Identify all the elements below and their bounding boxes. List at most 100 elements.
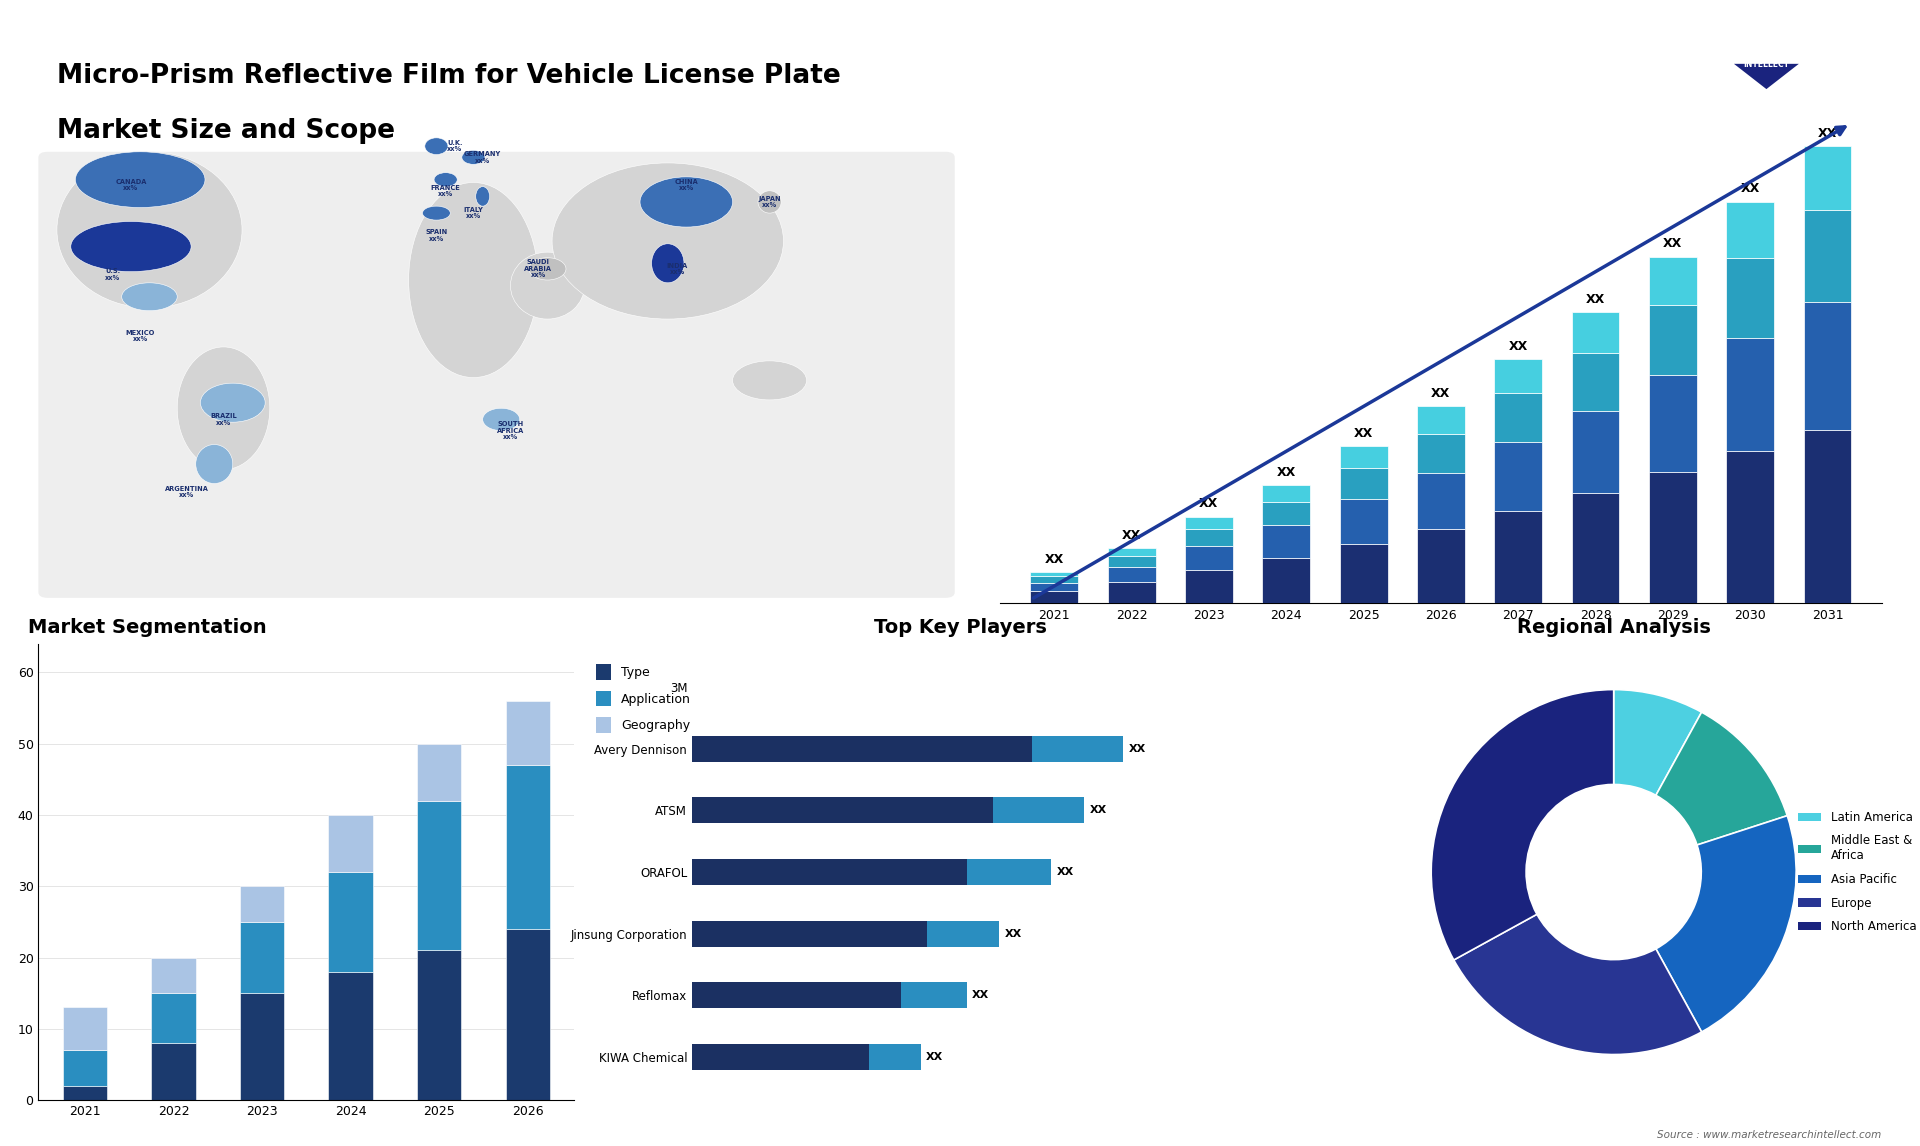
Legend: Type, Application, Geography: Type, Application, Geography bbox=[591, 659, 697, 738]
Bar bbox=[1261, 502, 1309, 525]
Text: MEXICO
xx%: MEXICO xx% bbox=[125, 330, 156, 342]
Bar bbox=[868, 1044, 922, 1070]
Bar bbox=[1726, 202, 1774, 258]
Bar bbox=[1494, 393, 1542, 442]
Bar bbox=[1108, 556, 1156, 567]
Bar bbox=[1031, 591, 1079, 604]
Bar bbox=[691, 798, 993, 823]
Text: ITALY
xx%: ITALY xx% bbox=[463, 207, 484, 219]
Ellipse shape bbox=[177, 347, 271, 470]
Ellipse shape bbox=[196, 445, 232, 484]
Text: Micro-Prism Reflective Film for Vehicle License Plate: Micro-Prism Reflective Film for Vehicle … bbox=[58, 63, 841, 88]
Bar bbox=[1185, 517, 1233, 528]
Text: XX: XX bbox=[1129, 744, 1146, 754]
Ellipse shape bbox=[434, 173, 457, 187]
Text: Source : www.marketresearchintellect.com: Source : www.marketresearchintellect.com bbox=[1657, 1130, 1882, 1140]
Ellipse shape bbox=[476, 187, 490, 206]
Bar bbox=[691, 1044, 868, 1070]
Text: XX: XX bbox=[1056, 868, 1073, 877]
Text: Market Segmentation: Market Segmentation bbox=[27, 618, 267, 637]
Ellipse shape bbox=[651, 244, 684, 283]
Bar bbox=[240, 923, 284, 994]
Text: ARGENTINA
xx%: ARGENTINA xx% bbox=[165, 486, 209, 499]
Ellipse shape bbox=[75, 151, 205, 207]
Ellipse shape bbox=[424, 138, 447, 155]
Bar bbox=[1417, 434, 1465, 473]
Bar bbox=[1649, 257, 1697, 305]
Bar bbox=[152, 958, 196, 994]
Wedge shape bbox=[1655, 712, 1788, 845]
Text: XX: XX bbox=[1004, 928, 1021, 939]
Bar bbox=[1261, 485, 1309, 502]
Bar bbox=[1108, 548, 1156, 556]
Bar bbox=[1185, 528, 1233, 547]
Bar bbox=[1108, 567, 1156, 582]
Ellipse shape bbox=[71, 221, 192, 272]
Text: XX: XX bbox=[972, 990, 989, 1000]
Text: RESEARCH: RESEARCH bbox=[1743, 45, 1789, 54]
Wedge shape bbox=[1430, 690, 1613, 960]
Text: JAPAN
xx%: JAPAN xx% bbox=[758, 196, 781, 209]
Bar bbox=[505, 929, 549, 1100]
Bar bbox=[1031, 572, 1079, 576]
Bar bbox=[505, 766, 549, 929]
Bar bbox=[927, 920, 998, 947]
Ellipse shape bbox=[553, 163, 783, 319]
Bar bbox=[1494, 511, 1542, 604]
Bar bbox=[1649, 472, 1697, 604]
Bar bbox=[505, 701, 549, 766]
Title: Top Key Players: Top Key Players bbox=[874, 618, 1046, 637]
Bar bbox=[1031, 736, 1123, 762]
Bar bbox=[152, 1043, 196, 1100]
Polygon shape bbox=[1734, 64, 1799, 89]
Bar bbox=[1417, 473, 1465, 528]
Text: FRANCE
xx%: FRANCE xx% bbox=[430, 185, 461, 197]
Bar bbox=[1494, 442, 1542, 511]
Ellipse shape bbox=[422, 206, 451, 220]
Text: INDIA
xx%: INDIA xx% bbox=[666, 262, 687, 275]
Bar bbox=[328, 972, 372, 1100]
Bar bbox=[328, 872, 372, 972]
Text: XX: XX bbox=[1663, 237, 1682, 250]
Bar bbox=[63, 1007, 108, 1050]
Ellipse shape bbox=[511, 252, 584, 319]
Text: XX: XX bbox=[1089, 806, 1106, 816]
Bar bbox=[691, 982, 900, 1008]
Ellipse shape bbox=[733, 361, 806, 400]
Bar bbox=[417, 801, 461, 950]
Bar bbox=[1803, 301, 1851, 430]
Ellipse shape bbox=[639, 176, 733, 227]
Bar bbox=[1108, 582, 1156, 604]
Text: U.K.
xx%: U.K. xx% bbox=[447, 140, 463, 152]
Bar bbox=[966, 860, 1052, 885]
Bar bbox=[1340, 543, 1388, 604]
Text: XX: XX bbox=[1586, 292, 1605, 306]
Wedge shape bbox=[1613, 690, 1701, 795]
Bar bbox=[1649, 375, 1697, 472]
Bar bbox=[417, 950, 461, 1100]
Text: XX: XX bbox=[1121, 529, 1140, 542]
Bar bbox=[328, 815, 372, 872]
Bar bbox=[691, 920, 927, 947]
Text: CHINA
xx%: CHINA xx% bbox=[674, 179, 699, 191]
Bar bbox=[1803, 147, 1851, 211]
Bar bbox=[1031, 582, 1079, 591]
Bar bbox=[417, 744, 461, 801]
Bar bbox=[152, 994, 196, 1043]
Bar bbox=[1726, 258, 1774, 338]
Bar bbox=[1417, 407, 1465, 434]
Text: SPAIN
xx%: SPAIN xx% bbox=[424, 229, 447, 242]
Text: Market Size and Scope: Market Size and Scope bbox=[58, 118, 396, 144]
Bar bbox=[691, 736, 1031, 762]
Wedge shape bbox=[1453, 915, 1701, 1054]
FancyBboxPatch shape bbox=[38, 151, 954, 598]
Ellipse shape bbox=[758, 191, 781, 213]
Text: XX: XX bbox=[925, 1052, 943, 1062]
Bar bbox=[1261, 525, 1309, 558]
Text: XX: XX bbox=[1509, 340, 1528, 353]
Wedge shape bbox=[1655, 816, 1797, 1031]
Ellipse shape bbox=[528, 258, 566, 280]
Bar bbox=[900, 982, 966, 1008]
Bar bbox=[1340, 468, 1388, 500]
Text: XX: XX bbox=[1044, 552, 1064, 566]
